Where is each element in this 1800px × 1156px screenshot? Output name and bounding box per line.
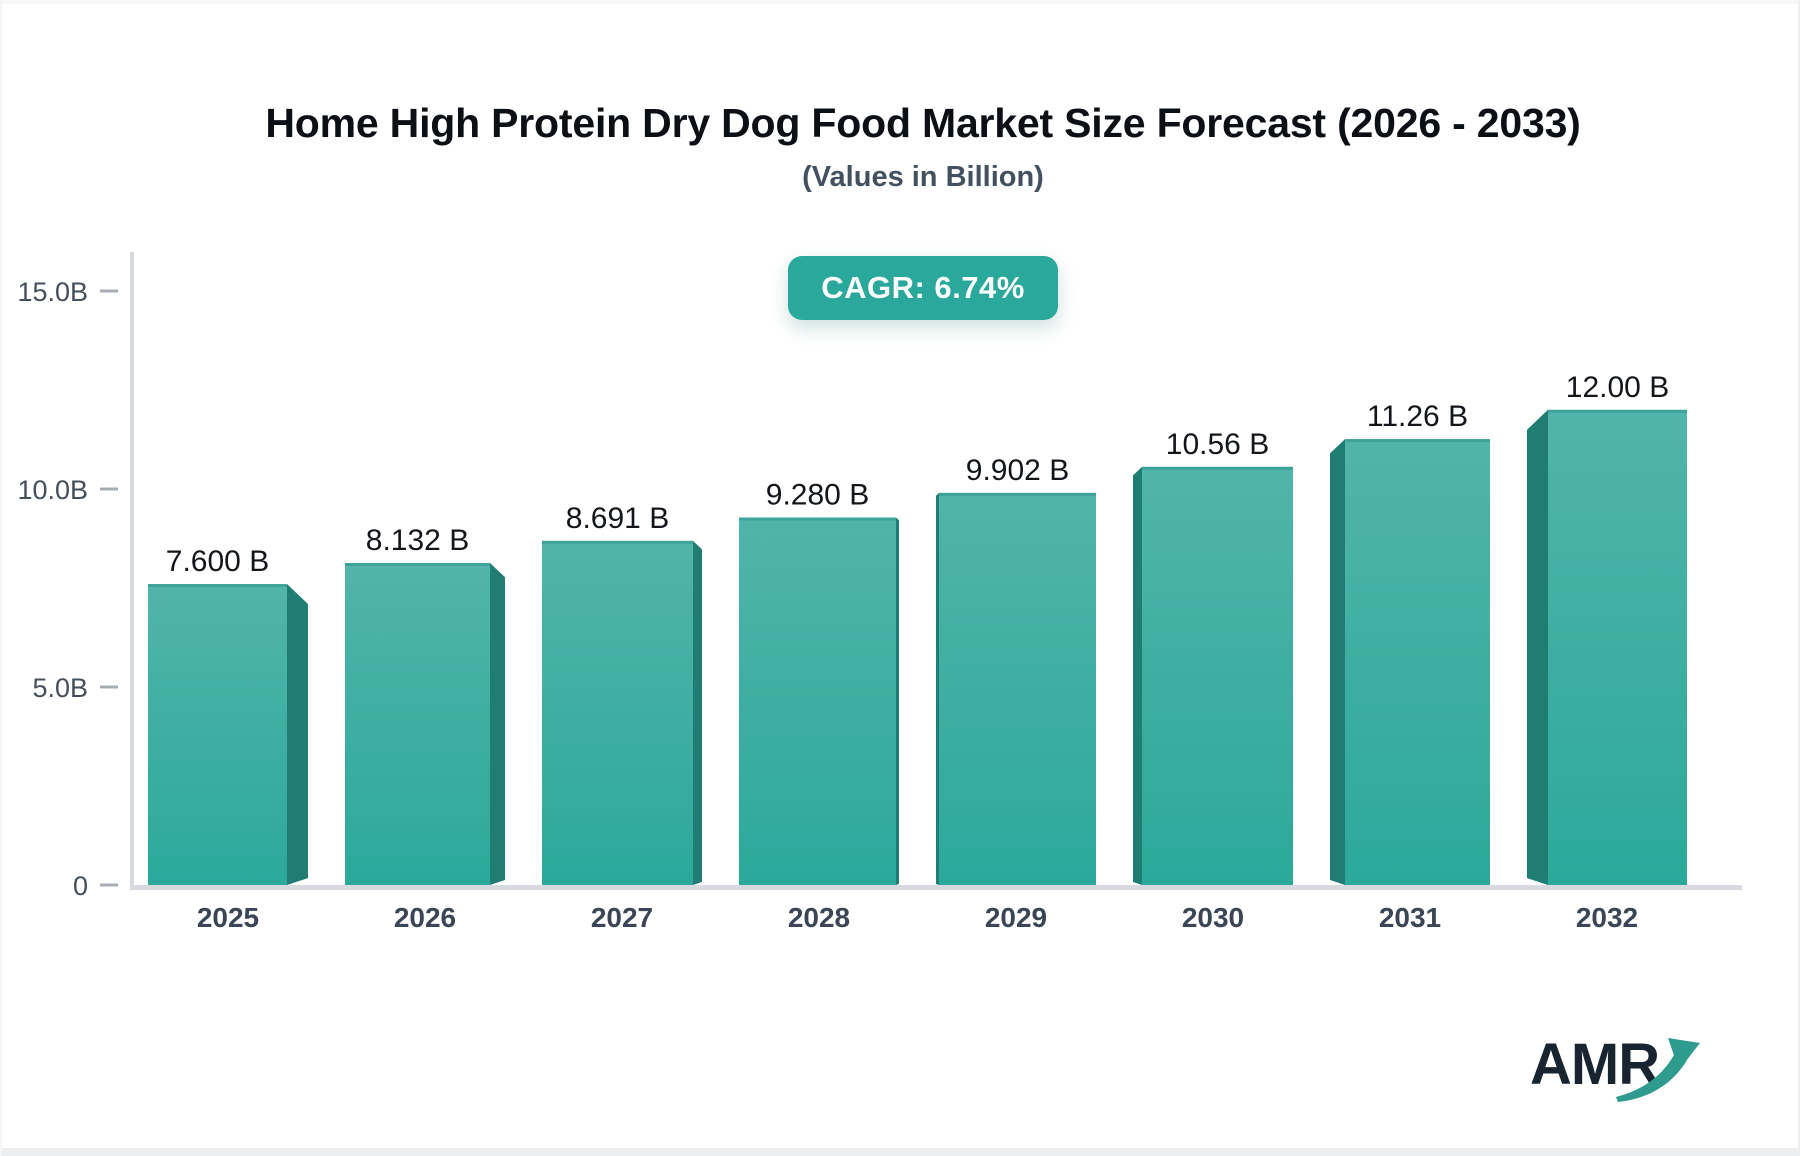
x-axis-category-label: 2032 [1576, 902, 1638, 933]
y-axis-tick [100, 487, 118, 491]
bar-side-face [936, 492, 939, 885]
bar-value-label: 12.00 B [1566, 371, 1669, 404]
y-axis-tick [100, 883, 118, 887]
x-axis-category-label: 2028 [788, 902, 850, 933]
bar-side-face [1133, 466, 1142, 885]
page-border-left [0, 0, 2, 1156]
bar-top-edge [148, 584, 287, 588]
bar-top-edge [542, 540, 693, 544]
bar-side-face [1330, 439, 1345, 885]
y-axis-tick [100, 685, 118, 689]
chart-title: Home High Protein Dry Dog Food Market Si… [265, 100, 1581, 146]
bar-top-edge [939, 492, 1096, 496]
bar-side-face [287, 584, 308, 885]
bar-group-2027: 8.691 B 2027 [542, 502, 702, 933]
bar-top-edge [1345, 439, 1490, 443]
x-axis-category-label: 2026 [394, 902, 456, 933]
bar-side-face [1527, 409, 1548, 885]
bar-top-edge [1548, 409, 1687, 413]
bar-group-2025: 7.600 B 2025 [148, 545, 308, 933]
page-border-top [0, 0, 1800, 4]
bar-group-2029: 9.902 B 2029 [936, 454, 1096, 933]
y-axis-tick-label: 10.0B [17, 475, 88, 505]
chart-subtitle: (Values in Billion) [802, 161, 1044, 193]
bar-side-face [490, 562, 505, 885]
y-axis-tick [100, 289, 118, 293]
bar [1345, 439, 1490, 885]
bar-value-label: 11.26 B [1367, 400, 1468, 433]
bar-value-label: 9.280 B [766, 479, 869, 512]
bar-group-2028: 9.280 B 2028 [739, 479, 899, 933]
bar [1548, 409, 1687, 885]
bar-top-edge [1142, 466, 1293, 470]
y-axis-tick-label: 5.0B [32, 673, 88, 703]
cagr-badge: CAGR: 6.74% [788, 256, 1058, 320]
y-axis-tick-label: 15.0B [17, 277, 88, 307]
bar [1142, 466, 1293, 885]
x-axis-category-label: 2031 [1379, 902, 1441, 933]
amr-logo-text: AMR [1530, 1032, 1660, 1097]
bar-value-label: 8.132 B [366, 524, 469, 557]
y-axis-tick-label: 0 [73, 871, 88, 901]
bar [148, 584, 287, 885]
x-axis-line [130, 885, 1742, 890]
x-axis-category-label: 2029 [985, 902, 1047, 933]
bar-value-label: 7.600 B [166, 545, 269, 578]
y-axis-line [130, 252, 134, 890]
bar-group-2026: 8.132 B 2026 [345, 524, 505, 933]
bar-value-label: 10.56 B [1166, 428, 1269, 461]
bar [739, 517, 896, 885]
bar [939, 492, 1096, 885]
bar-group-2032: 12.00 B 2032 [1527, 371, 1687, 933]
x-axis-category-label: 2027 [591, 902, 653, 933]
bar-top-edge [739, 517, 896, 521]
page-border-bottom [0, 1148, 1800, 1156]
bar-value-label: 8.691 B [566, 502, 669, 535]
bar-group-2031: 11.26 B 2031 [1330, 400, 1490, 933]
x-axis-category-label: 2030 [1182, 902, 1244, 933]
page-border-right [1798, 0, 1800, 1156]
bar-side-face [896, 517, 899, 885]
x-axis-category-label: 2025 [197, 902, 259, 933]
bar-group-2030: 10.56 B 2030 [1133, 428, 1293, 933]
bar-value-label: 9.902 B [966, 454, 1069, 487]
bar-top-edge [345, 562, 490, 566]
amr-logo: AMR [1530, 1028, 1710, 1112]
bar [345, 562, 490, 885]
bar-side-face [693, 540, 702, 885]
bar [542, 540, 693, 885]
growth-arrow-icon [1616, 1038, 1700, 1102]
